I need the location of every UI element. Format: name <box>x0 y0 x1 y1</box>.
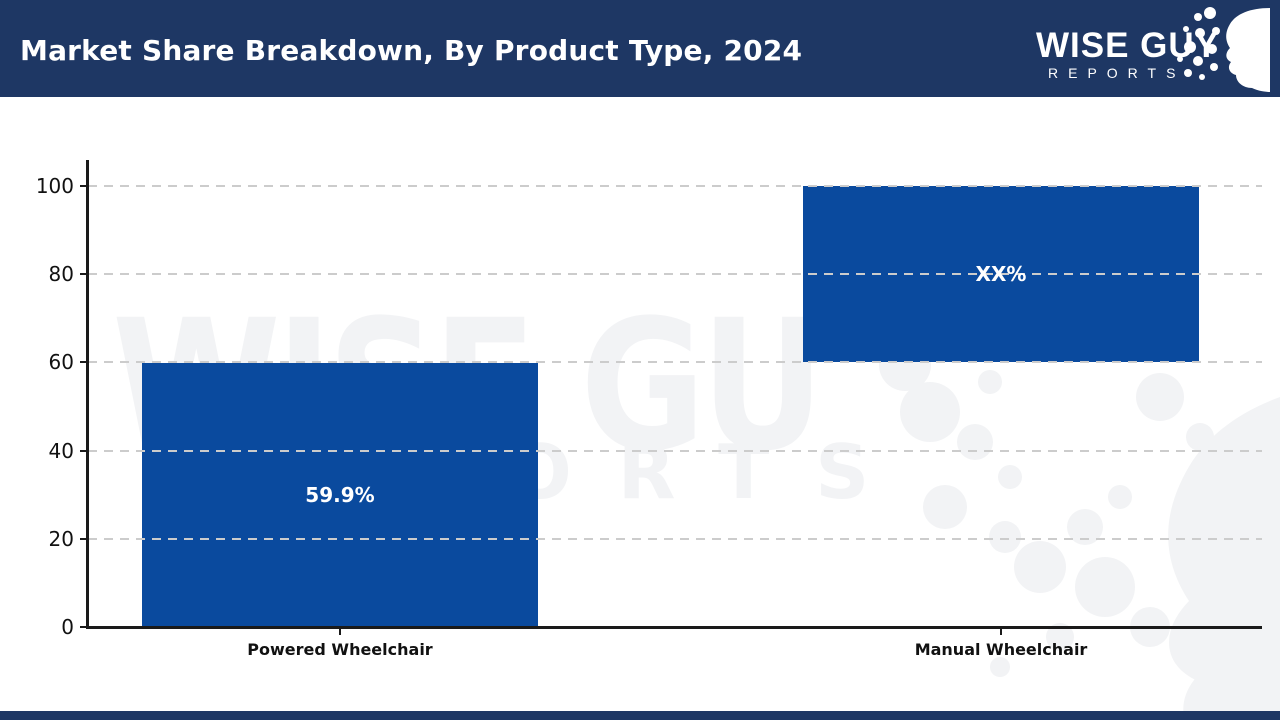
logo-reports-label: REPORTS <box>1048 65 1185 81</box>
wiseguy-logo: WISE GUY REPORTS <box>1036 7 1270 92</box>
footer-bar <box>0 711 1280 720</box>
watermark-face-icon <box>879 299 1280 711</box>
page-title: Market Share Breakdown, By Product Type,… <box>20 34 803 67</box>
logo-face-icon <box>1226 8 1270 92</box>
watermark-dots-icon <box>879 299 1214 677</box>
header-bar: Market Share Breakdown, By Product Type,… <box>0 0 1280 97</box>
watermark: WISE GU REPORTS <box>0 97 1280 711</box>
logo-dots-icon <box>1177 7 1220 80</box>
